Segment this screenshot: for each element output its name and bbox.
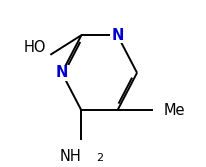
Text: N: N — [55, 65, 68, 80]
Text: NH: NH — [59, 149, 81, 164]
Text: 2: 2 — [96, 153, 103, 163]
Text: Me: Me — [162, 103, 184, 118]
Text: HO: HO — [23, 40, 46, 55]
Text: N: N — [111, 28, 123, 43]
